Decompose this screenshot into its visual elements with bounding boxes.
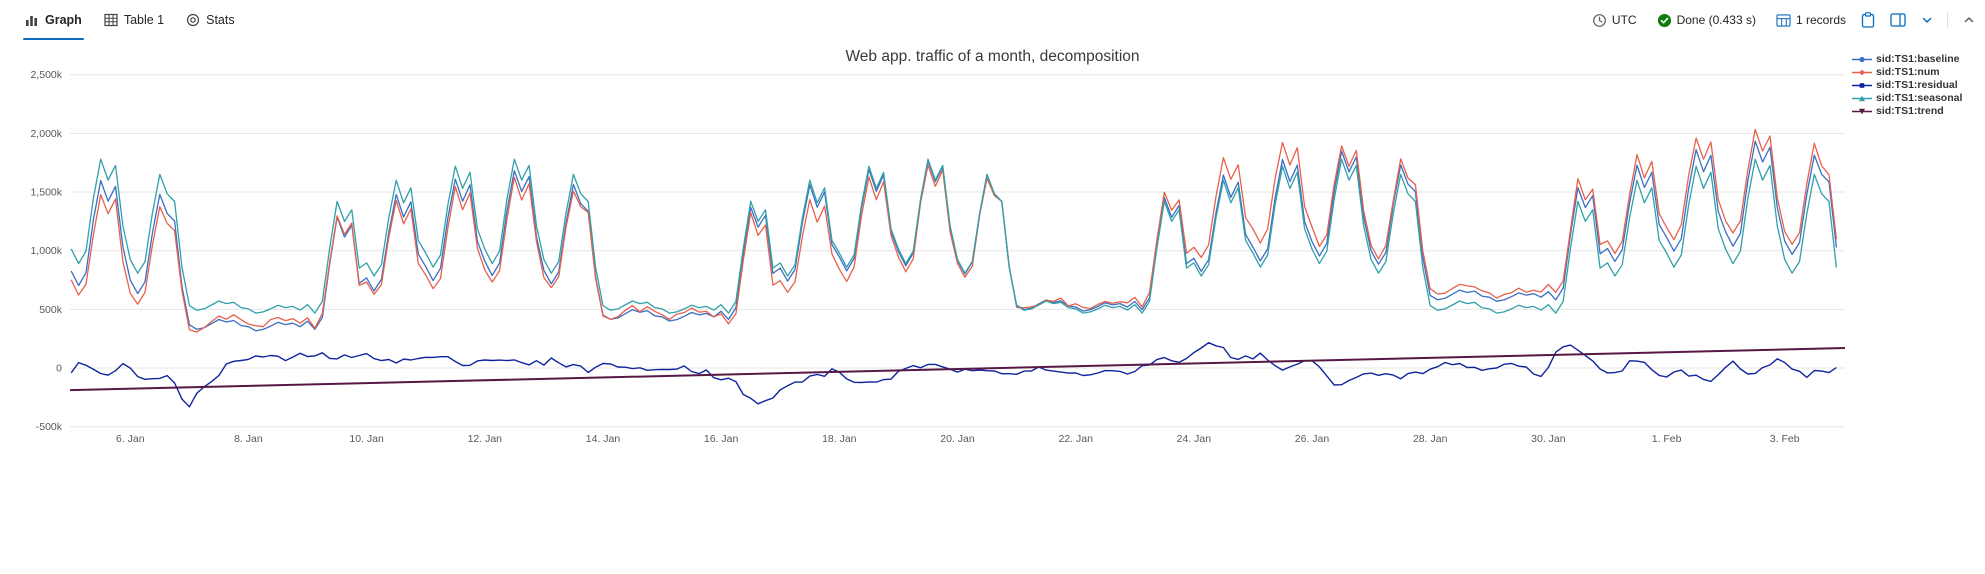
tab-graph[interactable]: Graph xyxy=(14,0,93,40)
chart-region: Web app. traffic of a month, decompositi… xyxy=(0,40,1985,574)
tab-label-graph: Graph xyxy=(45,13,82,27)
x-axis-label: 16. Jan xyxy=(704,433,739,445)
series-line-seasonal xyxy=(70,158,1838,314)
series-line-residual xyxy=(70,342,1837,408)
table-records-icon xyxy=(1776,13,1791,27)
legend-marker-residual xyxy=(1852,82,1872,88)
x-axis-label: 30. Jan xyxy=(1531,433,1566,445)
tab-label-stats: Stats xyxy=(206,13,235,27)
record-count-text: 1 records xyxy=(1795,13,1846,27)
y-axis-label: 1,000k xyxy=(30,245,62,257)
clock-icon xyxy=(1592,13,1606,27)
x-axis-label: 22. Jan xyxy=(1058,433,1093,445)
record-count: 1 records xyxy=(1776,13,1846,27)
legend-marker-trend xyxy=(1852,108,1872,114)
clipboard-icon xyxy=(1861,12,1875,28)
legend-marker-seasonal xyxy=(1852,95,1872,101)
x-axis-label: 26. Jan xyxy=(1295,433,1330,445)
query-status-text: Done (0.433 s) xyxy=(1676,13,1756,27)
more-options-button[interactable] xyxy=(1921,14,1933,26)
timezone-selector[interactable]: UTC xyxy=(1592,13,1637,28)
x-axis-label: 20. Jan xyxy=(940,433,975,445)
x-axis-label: 12. Jan xyxy=(468,433,503,445)
series-line-trend xyxy=(69,347,1846,392)
success-check-icon xyxy=(1657,13,1671,27)
tab-table-1[interactable]: Table 1 xyxy=(93,0,175,40)
chevron-down-icon xyxy=(1922,17,1932,23)
legend-label: sid:TS1:residual xyxy=(1876,79,1958,91)
collapse-pane-button[interactable] xyxy=(1963,14,1975,26)
legend-label: sid:TS1:num xyxy=(1876,66,1940,78)
y-axis-label: 1,500k xyxy=(30,187,62,199)
table-icon xyxy=(104,13,118,27)
legend-item-num[interactable]: sid:TS1:num xyxy=(1852,67,1962,77)
legend-label: sid:TS1:baseline xyxy=(1876,53,1960,65)
legend-label: sid:TS1:seasonal xyxy=(1876,92,1963,104)
legend-marker-num xyxy=(1852,69,1872,75)
layout-panel-button[interactable] xyxy=(1890,13,1906,27)
y-axis-label: 2,500k xyxy=(30,69,62,81)
y-axis-label: 0 xyxy=(56,363,62,375)
tab-label-table-1: Table 1 xyxy=(123,13,165,27)
x-axis-label: 24. Jan xyxy=(1177,433,1212,445)
view-tabs: Graph Table 1 Stats xyxy=(14,0,246,40)
legend-item-seasonal[interactable]: sid:TS1:seasonal xyxy=(1852,93,1962,103)
x-axis-label: 14. Jan xyxy=(586,433,621,445)
legend-item-residual[interactable]: sid:TS1:residual xyxy=(1852,80,1962,90)
chart-title: Web app. traffic of a month, decompositi… xyxy=(845,48,1140,65)
legend-marker-baseline xyxy=(1852,56,1872,62)
chevron-up-icon xyxy=(1964,17,1974,23)
query-status: Done (0.433 s) xyxy=(1657,13,1756,28)
bar-chart-icon xyxy=(26,16,37,26)
toolbar-divider xyxy=(1947,12,1948,28)
chart-legend: sid:TS1:baseline sid:TS1:num sid:TS1:resid… xyxy=(1852,54,1962,116)
legend-label: sid:TS1:trend xyxy=(1876,105,1944,117)
x-axis-label: 1. Feb xyxy=(1652,433,1682,445)
tab-stats[interactable]: Stats xyxy=(175,0,246,40)
x-axis-label: 3. Feb xyxy=(1770,433,1800,445)
x-axis-label: 18. Jan xyxy=(822,433,857,445)
series-line-num xyxy=(70,128,1838,333)
x-axis-label: 6. Jan xyxy=(116,433,145,445)
line-chart[interactable]: -500k 0 500k 1,000k 1,500k 2,000k 2,500k 6. Jan… xyxy=(0,40,1985,574)
copy-results-button[interactable] xyxy=(1861,12,1875,28)
timezone-label: UTC xyxy=(1611,13,1637,27)
x-axis-label: 28. Jan xyxy=(1413,433,1448,445)
x-axis-label: 10. Jan xyxy=(349,433,384,445)
stats-icon xyxy=(187,13,200,27)
y-axis-label: 500k xyxy=(39,304,63,316)
results-toolbar: Graph Table 1 Stats xyxy=(0,0,1985,40)
legend-item-baseline[interactable]: sid:TS1:baseline xyxy=(1852,54,1962,64)
y-axis-label: 2,000k xyxy=(30,128,62,140)
legend-item-trend[interactable]: sid:TS1:trend xyxy=(1852,106,1962,116)
x-axis-label: 8. Jan xyxy=(234,433,263,445)
y-axis-label: -500k xyxy=(36,421,63,433)
split-panel-icon xyxy=(1890,13,1906,27)
series-line-baseline xyxy=(70,140,1838,332)
